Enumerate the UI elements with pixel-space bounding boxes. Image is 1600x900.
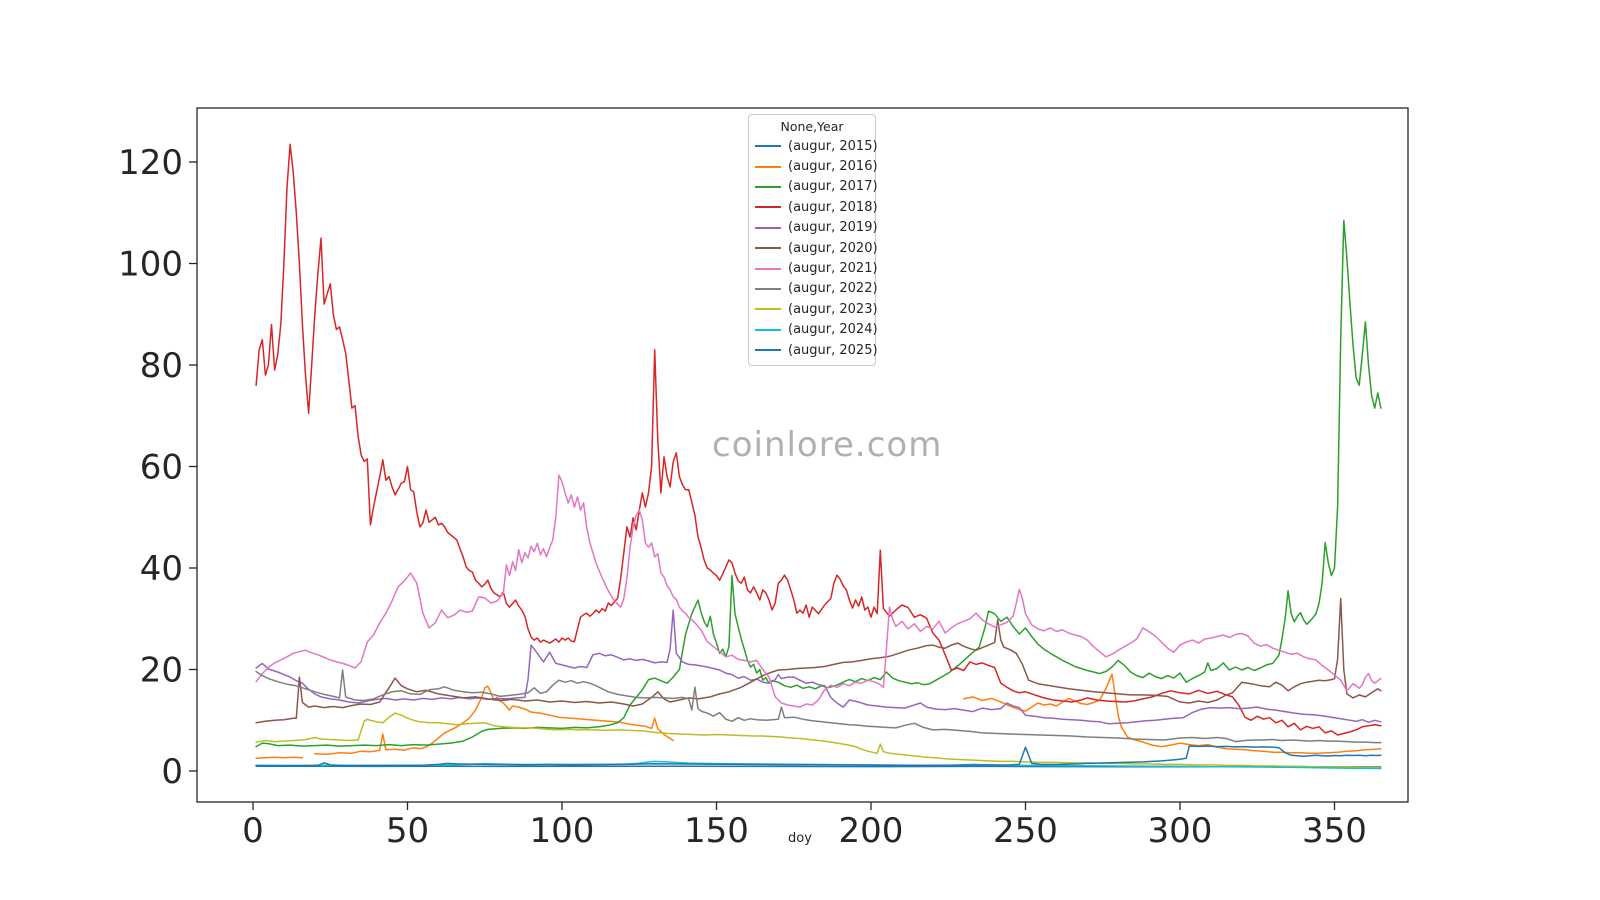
y-tick-label: 20: [140, 651, 183, 691]
legend-item-augur-2025: (augur, 2025): [755, 340, 878, 360]
series-line-augur-2025: [255, 745, 1382, 767]
legend-label: (augur, 2017): [788, 179, 878, 195]
legend-box: None,Year (augur, 2015) (augur, 2016) (aug…: [748, 114, 878, 367]
legend-swatch: [755, 247, 781, 250]
legend-swatch: [755, 308, 781, 311]
legend-swatch: [755, 206, 781, 209]
legend-label: (augur, 2025): [788, 342, 878, 358]
x-tick-label: 50: [386, 811, 429, 851]
y-tick-label: 0: [161, 752, 183, 792]
legend-swatch: [755, 267, 781, 270]
legend-item-augur-2024: (augur, 2024): [755, 320, 878, 340]
x-tick-label: 150: [684, 811, 749, 851]
legend-label: (augur, 2015): [788, 138, 878, 154]
legend-item-augur-2018: (augur, 2018): [755, 197, 878, 217]
legend-item-augur-2019: (augur, 2019): [755, 218, 878, 238]
legend-label: (augur, 2024): [788, 322, 878, 338]
x-tick-label: 200: [839, 811, 904, 851]
series-line-augur-2020: [255, 597, 1382, 724]
legend-label: (augur, 2020): [788, 240, 878, 256]
legend-swatch: [755, 145, 781, 148]
legend-swatch: [755, 287, 781, 290]
legend-label: (augur, 2016): [788, 159, 878, 175]
y-tick-label: 80: [140, 346, 183, 386]
legend-item-augur-2023: (augur, 2023): [755, 299, 878, 319]
legend-label: (augur, 2023): [788, 301, 878, 317]
legend-item-augur-2021: (augur, 2021): [755, 258, 878, 278]
legend-label: (augur, 2021): [788, 261, 878, 277]
series-line-augur-2016: [962, 673, 1382, 754]
series-line-augur-2016: [255, 756, 304, 760]
y-tick-label: 60: [140, 448, 183, 488]
plot-frame: [196, 107, 1409, 803]
legend-swatch: [755, 185, 781, 188]
legend-label: (augur, 2018): [788, 199, 878, 215]
series-line-augur-2022: [255, 669, 1382, 744]
y-tick-label: 40: [140, 549, 183, 589]
x-tick-label: 100: [530, 811, 595, 851]
legend-item-augur-2016: (augur, 2016): [755, 156, 878, 176]
legend-item-augur-2017: (augur, 2017): [755, 177, 878, 197]
legend-item-augur-2015: (augur, 2015): [755, 136, 878, 156]
x-tick-label: 300: [1148, 811, 1213, 851]
series-line-augur-2016: [314, 685, 674, 756]
y-tick-label: 100: [118, 245, 183, 285]
legend-label: (augur, 2022): [788, 281, 878, 297]
legend-item-augur-2022: (augur, 2022): [755, 279, 878, 299]
series-line-augur-2017: [255, 219, 1382, 748]
x-tick-label: 250: [993, 811, 1058, 851]
x-tick-label: 0: [242, 811, 264, 851]
series-line-augur-2021: [255, 474, 1382, 708]
series-line-augur-2018: [255, 143, 1382, 736]
legend-swatch: [755, 226, 781, 229]
legend-swatch: [755, 328, 781, 331]
y-tick-label: 120: [118, 143, 183, 183]
legend-item-augur-2020: (augur, 2020): [755, 238, 878, 258]
x-tick-label: 350: [1302, 811, 1367, 851]
legend-swatch: [755, 165, 781, 168]
x-axis-label: doy: [788, 831, 812, 846]
legend-swatch: [755, 349, 781, 352]
legend-title: None,Year: [780, 119, 844, 134]
legend-label: (augur, 2019): [788, 220, 878, 236]
watermark: coinlore.com: [712, 425, 943, 465]
